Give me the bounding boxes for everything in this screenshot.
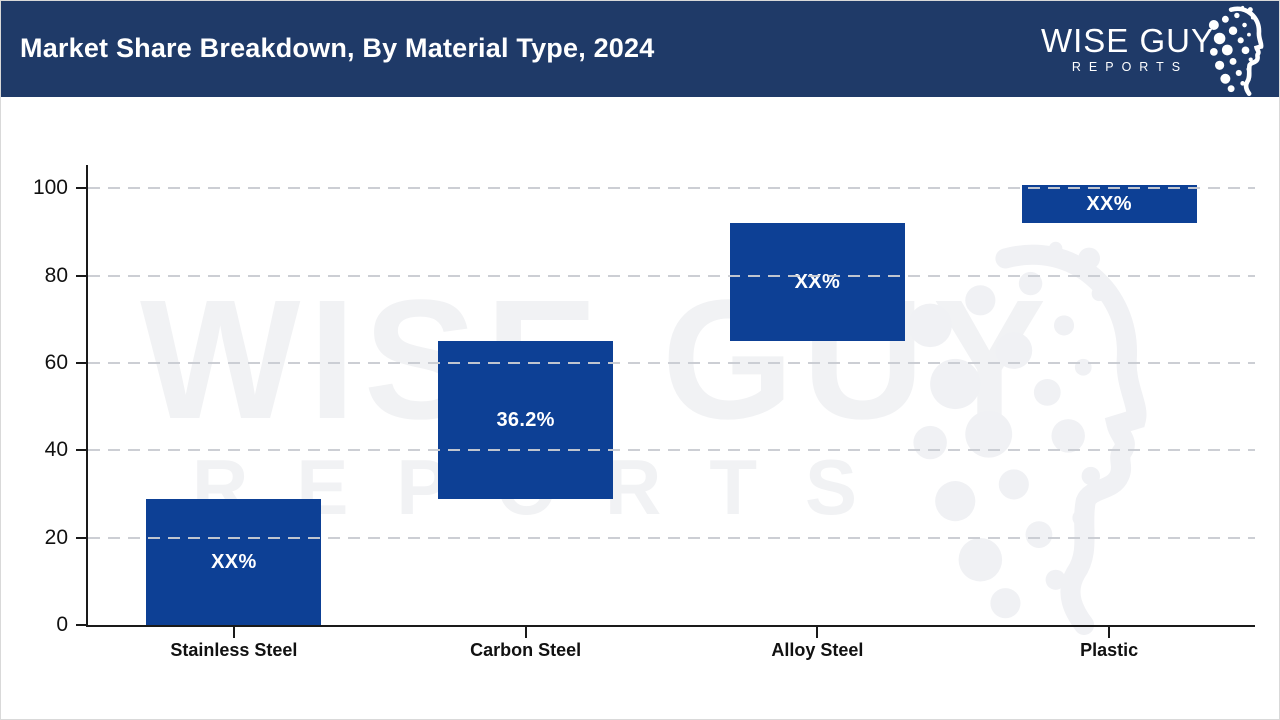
y-axis-label-40: 40 <box>44 438 68 462</box>
y-tick <box>76 187 86 190</box>
gridline-20 <box>88 536 1255 539</box>
bar-value-label: XX% <box>211 550 257 573</box>
bar-value-label: XX% <box>1086 192 1132 215</box>
brand-logo: WISE GUY REPORTS <box>1041 0 1270 97</box>
plot-area: XX% Stainless Steel 36.2% Carbon Steel XX% Al… <box>33 165 1255 660</box>
x-axis-label-carbon-steel: Carbon Steel <box>470 640 582 660</box>
x-tick <box>816 627 819 638</box>
x-axis-label-alloy-steel: Alloy Steel <box>771 640 864 660</box>
x-tick <box>524 627 527 638</box>
bar-alloy-steel: XX% <box>729 223 905 342</box>
y-axis-label-0: 0 <box>56 613 68 636</box>
y-tick <box>76 536 86 539</box>
gridline-80 <box>88 274 1255 277</box>
y-tick <box>76 361 86 364</box>
bar-value-label: 36.2% <box>496 408 555 431</box>
x-axis-line <box>86 625 1255 627</box>
logo-face-icon <box>1198 2 1270 96</box>
bar-stainless-steel: XX% <box>146 499 322 625</box>
gridline-40 <box>88 449 1255 452</box>
gridline-60 <box>88 361 1255 364</box>
logo-sub-text: REPORTS <box>1071 59 1189 74</box>
y-axis-line <box>86 165 88 627</box>
y-axis-label-80: 80 <box>44 263 68 287</box>
y-axis-label-100: 100 <box>32 176 68 200</box>
y-axis-label-60: 60 <box>44 350 68 374</box>
x-axis-label-stainless-steel: Stainless Steel <box>170 640 298 660</box>
y-tick <box>76 449 86 452</box>
y-tick <box>76 274 86 277</box>
header-bar: Market Share Breakdown, By Material Type… <box>0 0 1280 97</box>
y-tick <box>76 624 86 626</box>
x-tick <box>1108 627 1111 638</box>
y-axis-label-20: 20 <box>44 525 68 549</box>
bar-plastic: XX% <box>1021 185 1197 224</box>
x-axis-label-plastic: Plastic <box>1080 640 1139 660</box>
bar-carbon-steel: 36.2% <box>438 341 614 500</box>
x-tick <box>232 627 235 638</box>
logo-brand-text: WISE GUY <box>1040 21 1214 59</box>
chart-title: Market Share Breakdown, By Material Type… <box>20 33 655 63</box>
gridline-100 <box>88 187 1255 190</box>
